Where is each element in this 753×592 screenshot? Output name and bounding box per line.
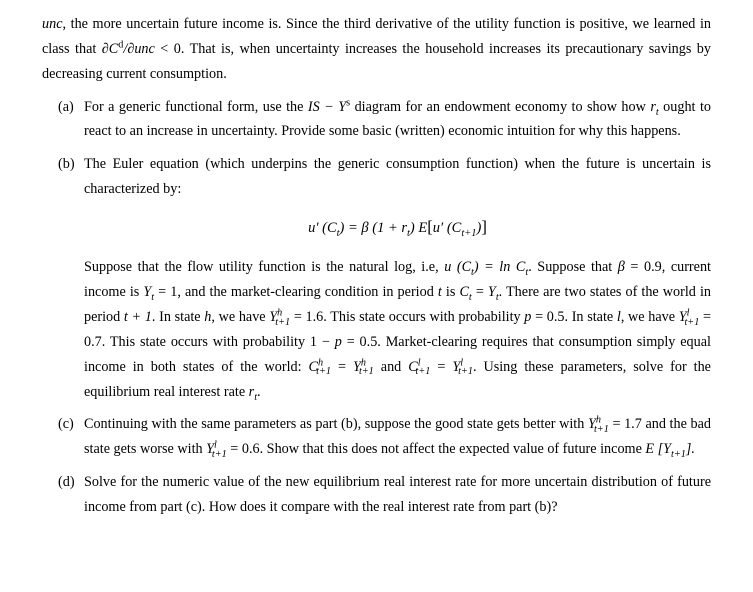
item-c: (c) Continuing with the same parameters …: [58, 412, 711, 462]
intro-paragraph: unc, the more uncertain future income is…: [42, 12, 711, 87]
is-ys: IS − Ys: [308, 99, 350, 115]
item-b: (b) The Euler equation (which underpins …: [58, 152, 711, 404]
page: unc, the more uncertain future income is…: [0, 0, 753, 540]
item-b-label: (b): [58, 152, 84, 404]
item-b-intro: The Euler equation (which underpins the …: [84, 152, 711, 202]
item-b-body: The Euler equation (which underpins the …: [84, 152, 711, 404]
item-d-body: Solve for the numeric value of the new e…: [84, 470, 711, 520]
item-b-main: Suppose that the flow utility function i…: [84, 255, 711, 404]
intro-unc: unc: [42, 16, 63, 32]
item-d-label: (d): [58, 470, 84, 520]
item-c-label: (c): [58, 412, 84, 462]
item-a-label: (a): [58, 95, 84, 145]
item-a-body: For a generic functional form, use the I…: [84, 95, 711, 145]
problem-list: (a) For a generic functional form, use t…: [42, 95, 711, 520]
item-a: (a) For a generic functional form, use t…: [58, 95, 711, 145]
item-d: (d) Solve for the numeric value of the n…: [58, 470, 711, 520]
intro-dC: ∂Cd/∂unc: [102, 41, 155, 57]
item-c-body: Continuing with the same parameters as p…: [84, 412, 711, 462]
euler-equation: u′ (Ct) = β (1 + rt) E[u′ (Ct+1)]: [84, 212, 711, 241]
